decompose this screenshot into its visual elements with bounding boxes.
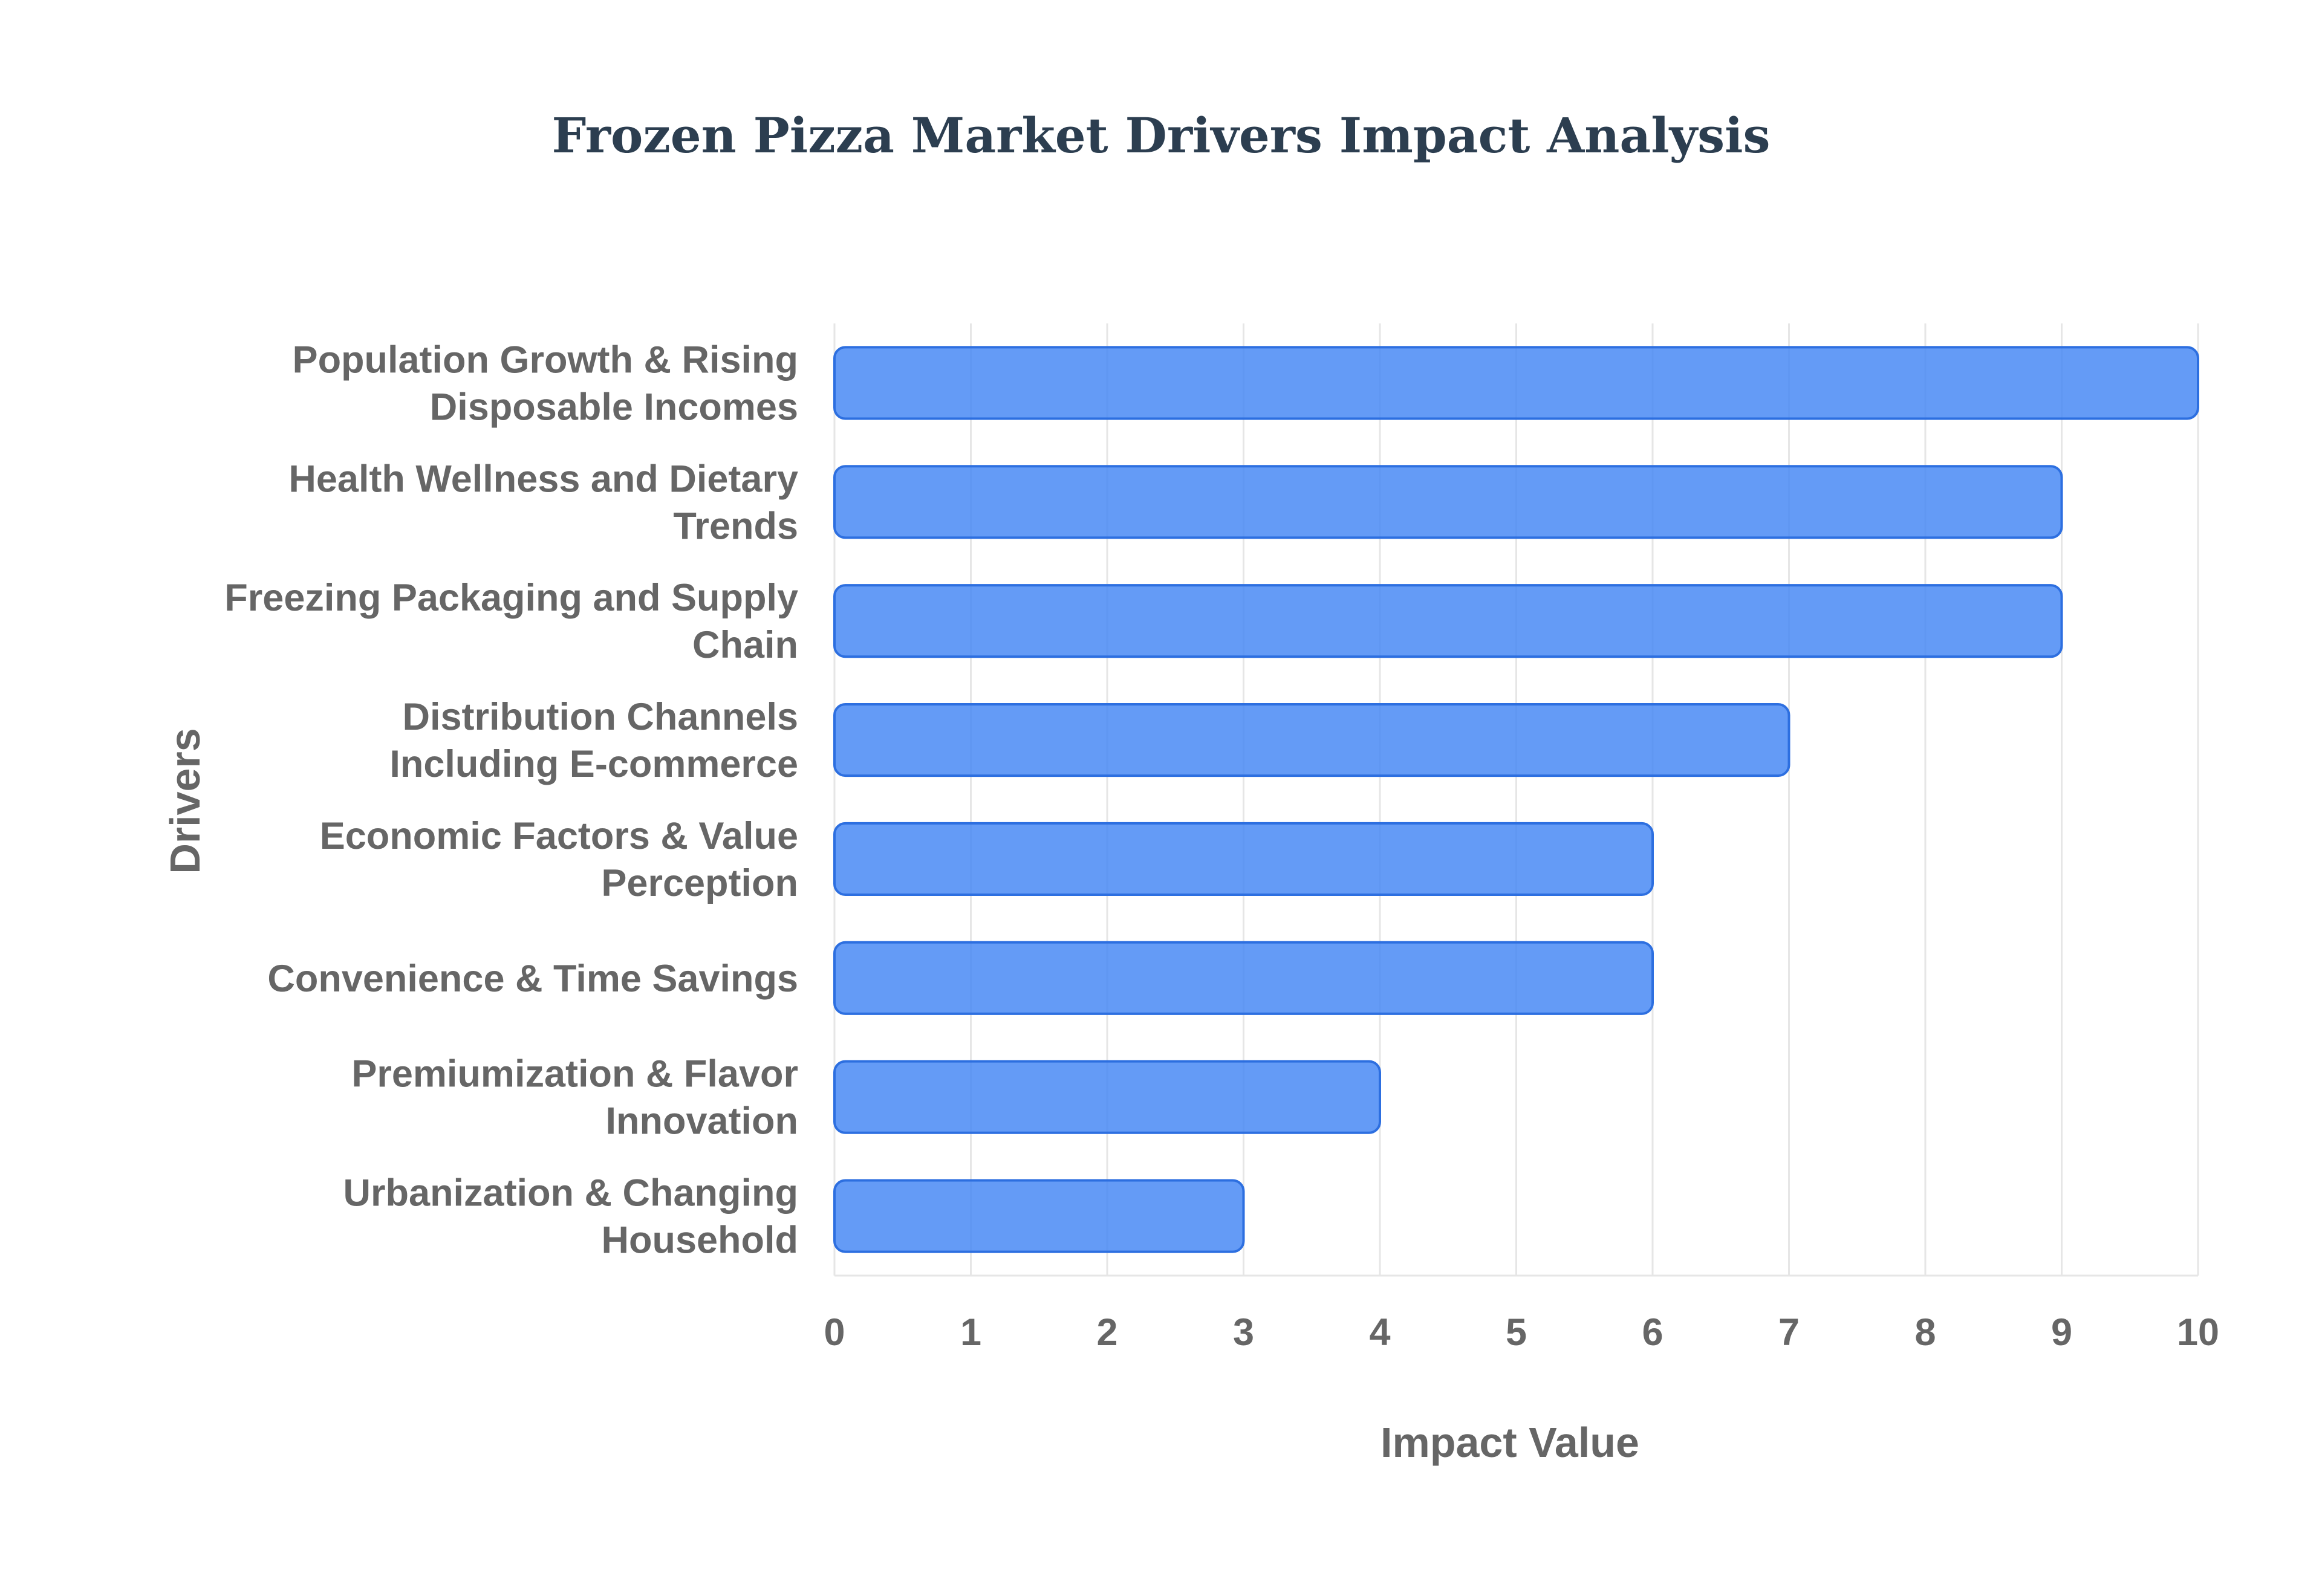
x-axis-title: Impact Value (1381, 1419, 1639, 1466)
chart-title: Frozen Pizza Market Drivers Impact Analy… (551, 107, 1770, 164)
x-tick-label: 5 (1506, 1311, 1527, 1354)
bar[interactable] (833, 703, 1790, 777)
category-labels: Population Growth & Rising Disposable Inc… (224, 339, 798, 1261)
x-tick-label: 6 (1642, 1311, 1663, 1354)
bar[interactable] (833, 584, 2063, 658)
x-tick-labels: 0 1 2 3 4 5 6 7 8 9 10 (824, 1311, 2219, 1354)
bar[interactable] (833, 822, 1654, 896)
category-label: Health Wellness and Dietary Trends (288, 458, 798, 547)
x-tick-label: 4 (1369, 1311, 1390, 1354)
x-tick-label: 0 (824, 1311, 845, 1354)
bar[interactable] (833, 346, 2199, 420)
y-axis-title: Drivers (161, 728, 209, 874)
bar[interactable] (833, 465, 2063, 539)
category-label: Urbanization & Changing Household (343, 1172, 798, 1262)
x-tick-label: 7 (1778, 1311, 1800, 1354)
category-label: Economic Factors & Value Perception (320, 815, 798, 904)
category-label: Convenience & Time Savings (267, 958, 798, 1000)
x-tick-label: 9 (2051, 1311, 2072, 1354)
bars (833, 346, 2199, 1253)
x-tick-label: 3 (1233, 1311, 1254, 1354)
x-tick-label: 10 (2177, 1311, 2219, 1354)
category-label: Premiumization & Flavor Innovation (351, 1053, 798, 1143)
category-label: Freezing Packaging and Supply Chain (224, 577, 798, 666)
x-tick-label: 2 (1096, 1311, 1117, 1354)
category-label: Population Growth & Rising Disposable Inc… (293, 339, 798, 428)
category-label: Distribution Channels Including E-commerc… (389, 696, 798, 785)
x-tick-label: 1 (960, 1311, 981, 1354)
bar[interactable] (833, 941, 1654, 1015)
x-tick-label: 8 (1914, 1311, 1936, 1354)
bar[interactable] (833, 1060, 1381, 1134)
bar[interactable] (833, 1179, 1245, 1253)
